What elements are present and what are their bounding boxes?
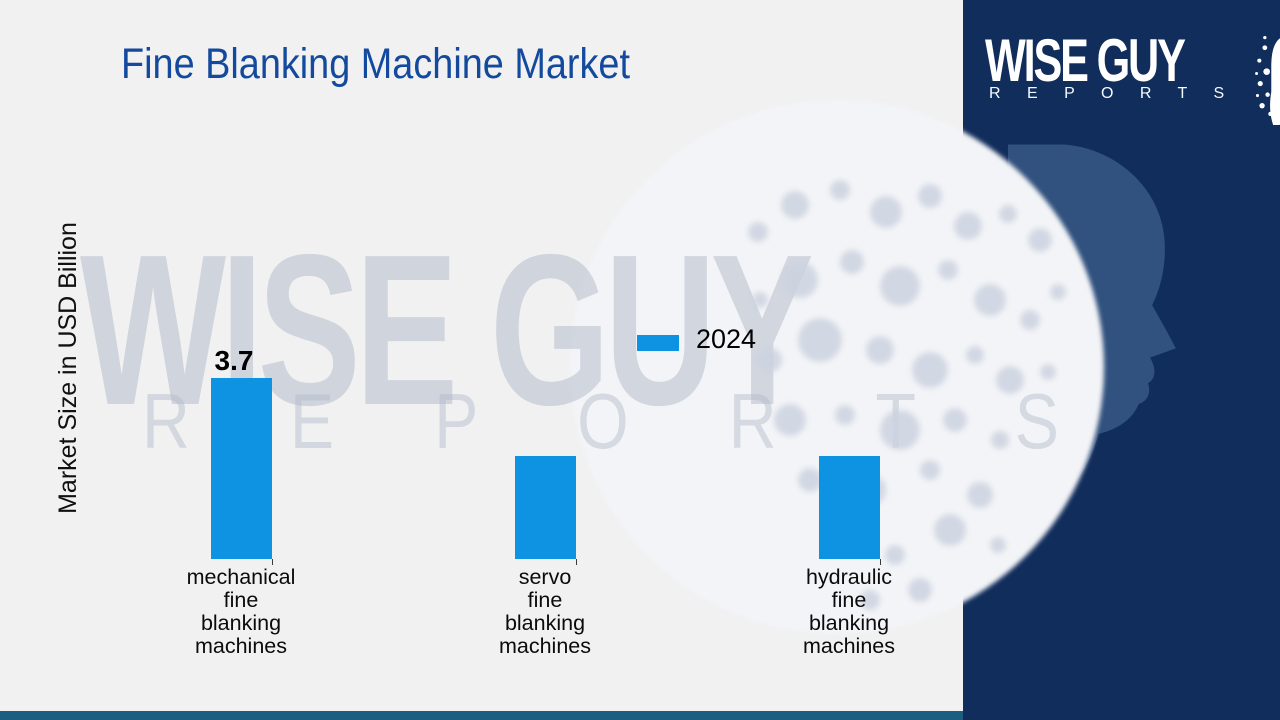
watermark-dot [830,180,850,200]
watermark-dot [967,482,993,508]
watermark-dot [774,404,806,436]
watermark-dot [966,346,984,364]
watermark-dot [885,545,905,565]
category-label: hydraulic fine blanking machines [802,565,895,658]
x-axis-tick [271,559,273,565]
bar-servo [514,456,576,559]
page-title: Fine Blanking Machine Market [121,40,630,88]
watermark-dot [870,196,902,228]
watermark-dot [1028,228,1052,252]
watermark-dot [798,468,822,492]
watermark-dot [840,250,864,274]
watermark-dot [996,366,1024,394]
chart-legend: 2024 [637,324,756,355]
watermark-dot [918,184,942,208]
watermark-dot [920,460,940,480]
watermark-dot [938,260,958,280]
watermark-dot [912,352,948,388]
watermark-dot [1020,310,1040,330]
watermark-dot [748,222,768,242]
bar-value-label: 3.7 [214,345,254,376]
bottom-accent-bar [0,711,1280,720]
watermark-dot [782,262,818,298]
watermark-dot [752,292,768,308]
watermark-dot [990,537,1006,553]
brand-logo-wordmark: WISE GUY [985,27,1186,94]
brand-logo: WISE GUY R E P O R T S [985,27,1280,125]
legend-swatch-2024 [637,334,679,351]
watermark-dot [991,431,1009,449]
watermark-wordmark: WISE GUY [80,209,814,450]
legend-label-2024: 2024 [696,324,757,354]
x-axis-tick [575,559,577,565]
watermark-dot [934,514,966,546]
watermark-dot [866,336,894,364]
watermark-dot [781,191,809,219]
watermark-dot [880,410,920,450]
watermark-dot [880,266,920,306]
category-label: servo fine blanking machines [498,565,591,658]
bar-hydraulic [818,456,880,559]
brand-logo-head-icon [1255,35,1280,125]
watermark-dot [954,212,982,240]
watermark-dot [798,318,842,362]
watermark-dot [908,578,932,602]
watermark-dot [835,405,855,425]
watermark-dot [943,408,967,432]
x-axis-tick [879,559,881,565]
watermark-dot [1040,364,1056,380]
watermark-dot [758,348,782,372]
brand-logo-reports: R E P O R T S [989,85,1236,102]
bar-mechanical [210,378,272,559]
watermark-dot [974,284,1006,316]
watermark-dot [999,205,1017,223]
brand-logo-text: WISE GUY R E P O R T S [985,27,1261,103]
category-label: mechanical fine blanking machines [186,565,296,658]
watermark-dot [1050,284,1066,300]
watermark-dot [860,590,880,610]
